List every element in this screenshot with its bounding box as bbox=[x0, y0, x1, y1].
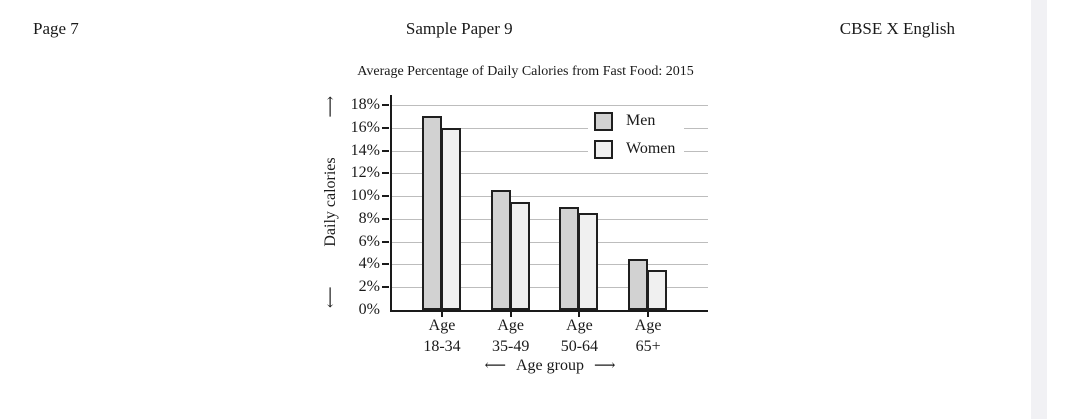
y-axis-tick bbox=[382, 149, 389, 152]
x-axis-title-label: Age group bbox=[516, 357, 584, 374]
bar-men bbox=[628, 259, 649, 310]
y-axis-tick bbox=[382, 195, 389, 198]
x-axis-arrow-right-icon: ⟶ bbox=[593, 357, 616, 374]
y-axis-tick bbox=[382, 240, 389, 243]
document-header: Page 7 Sample Paper 9 CBSE X English bbox=[33, 19, 955, 39]
y-axis-tick bbox=[382, 126, 389, 129]
x-axis-title: ⟵ Age group ⟶ bbox=[392, 357, 708, 375]
bar-men bbox=[422, 116, 442, 310]
y-axis-tick bbox=[382, 286, 389, 289]
y-tick-label: 14% bbox=[350, 141, 380, 159]
gridline bbox=[392, 287, 708, 289]
gridline bbox=[392, 218, 708, 220]
y-tick-label: 16% bbox=[350, 118, 380, 136]
x-tick-label-line: Age bbox=[566, 317, 593, 334]
x-tick-label: Age 35-49 bbox=[469, 315, 553, 357]
y-axis-tick bbox=[382, 217, 389, 220]
gridline bbox=[392, 173, 708, 175]
scrollbar-track[interactable] bbox=[1031, 0, 1047, 419]
bar-women bbox=[509, 202, 530, 310]
y-tick-label: 12% bbox=[350, 164, 380, 182]
y-tick-label: 0% bbox=[358, 301, 380, 318]
gridline bbox=[392, 264, 708, 266]
bar-women bbox=[647, 270, 668, 310]
x-tick-label-line: Age bbox=[428, 317, 456, 334]
x-axis-arrow-left-icon: ⟵ bbox=[484, 357, 506, 374]
y-tick-label: 10% bbox=[350, 187, 380, 205]
x-tick-label-line: 50-64 bbox=[560, 338, 599, 355]
y-axis-tick bbox=[382, 263, 389, 266]
gridline bbox=[392, 150, 708, 152]
y-tick-label: 4% bbox=[358, 255, 380, 273]
x-axis-tick bbox=[509, 312, 512, 317]
bar-women bbox=[578, 213, 599, 310]
bar-men bbox=[559, 207, 580, 310]
bar-men bbox=[490, 190, 511, 310]
plot-area: Men Women bbox=[390, 95, 708, 312]
y-tick-label: 8% bbox=[358, 209, 380, 227]
x-tick-label-line: 65+ bbox=[635, 338, 661, 355]
legend-swatch-icon bbox=[594, 139, 613, 159]
header-title: Sample Paper 9 bbox=[405, 19, 513, 38]
y-tick-label: 18% bbox=[350, 96, 380, 113]
legend-label: Men bbox=[626, 112, 656, 129]
gridline bbox=[392, 241, 708, 243]
x-tick-label: Age 50-64 bbox=[537, 315, 621, 357]
y-tick-label: 2% bbox=[358, 278, 380, 296]
legend-item-men: Men bbox=[594, 107, 675, 135]
gridline bbox=[392, 105, 708, 106]
legend-swatch-icon bbox=[594, 111, 613, 131]
x-axis-tick bbox=[578, 312, 581, 317]
legend: Men Women bbox=[588, 106, 685, 164]
x-tick-label-line: Age bbox=[497, 317, 525, 334]
figure: Average Percentage of Daily Calories fro… bbox=[320, 62, 740, 402]
gridline bbox=[392, 127, 708, 129]
x-axis-tick bbox=[441, 312, 443, 317]
chart-title: Average Percentage of Daily Calories fro… bbox=[357, 64, 694, 79]
gridline bbox=[392, 196, 708, 198]
bar-women bbox=[441, 128, 461, 310]
x-tick-label-line: 35-49 bbox=[492, 338, 530, 355]
x-tick-label: Age 18-34 bbox=[400, 315, 484, 357]
header-course: CBSE X English bbox=[839, 19, 955, 38]
legend-item-women: Women bbox=[594, 135, 675, 163]
legend-label: Women bbox=[626, 140, 676, 157]
x-axis-tick bbox=[647, 312, 650, 317]
x-tick-label-line: 18-34 bbox=[423, 338, 461, 355]
y-axis-tick bbox=[382, 104, 389, 106]
y-axis-tick bbox=[382, 172, 389, 175]
x-tick-label-line: Age bbox=[634, 317, 662, 334]
x-tick-label: Age 65+ bbox=[606, 315, 690, 357]
y-tick-label: 6% bbox=[358, 232, 380, 250]
header-page-number: Page 7 bbox=[33, 19, 79, 38]
